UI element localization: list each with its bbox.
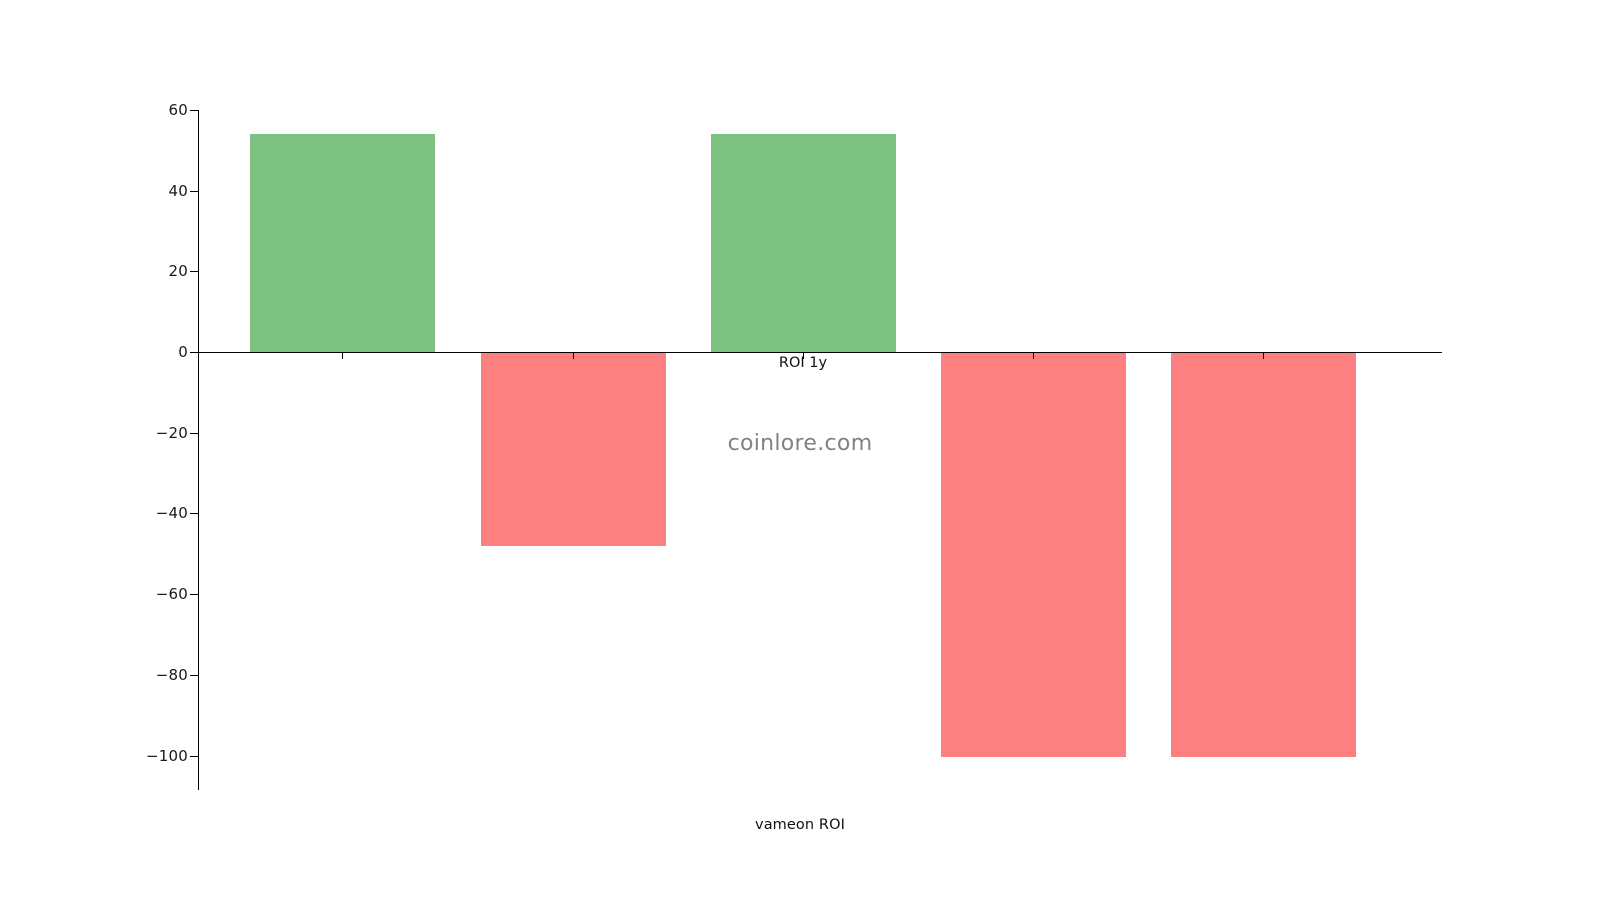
bar-2 [711,134,896,352]
y-tick-label-20: 20 [168,262,188,280]
x-tick-mark [1033,352,1034,359]
y-tick-mark [190,513,198,514]
x-tick-mark [573,352,574,359]
bar-4 [1171,353,1356,757]
x-tick-mark [342,352,343,359]
y-tick-label-neg100: −100 [146,747,188,765]
y-tick-label-neg20: −20 [155,424,188,442]
x-tick-mark [803,352,804,359]
y-tick-label-neg80: −80 [155,666,188,684]
y-tick-mark [190,594,198,595]
y-tick-label-neg40: −40 [155,504,188,522]
y-tick-mark [190,675,198,676]
y-tick-label-60: 60 [168,101,188,119]
y-tick-mark [190,352,198,353]
bar-1 [481,353,666,546]
x-axis-label: vameon ROI [755,817,845,833]
zero-baseline [198,352,1442,353]
x-tick-label-2: ROI 1y [778,355,828,371]
y-tick-mark [190,271,198,272]
watermark-coinlore: coinlore.com [727,431,873,456]
y-tick-label-40: 40 [168,182,188,200]
y-tick-mark [190,756,198,757]
x-tick-mark [1263,352,1264,359]
y-axis-spine [198,110,199,790]
y-tick-mark [190,433,198,434]
bar-3 [941,353,1126,757]
y-tick-mark [190,191,198,192]
y-tick-mark [190,110,198,111]
bar-0 [250,134,435,352]
y-tick-label-0: 0 [178,343,188,361]
y-tick-label-neg60: −60 [155,585,188,603]
